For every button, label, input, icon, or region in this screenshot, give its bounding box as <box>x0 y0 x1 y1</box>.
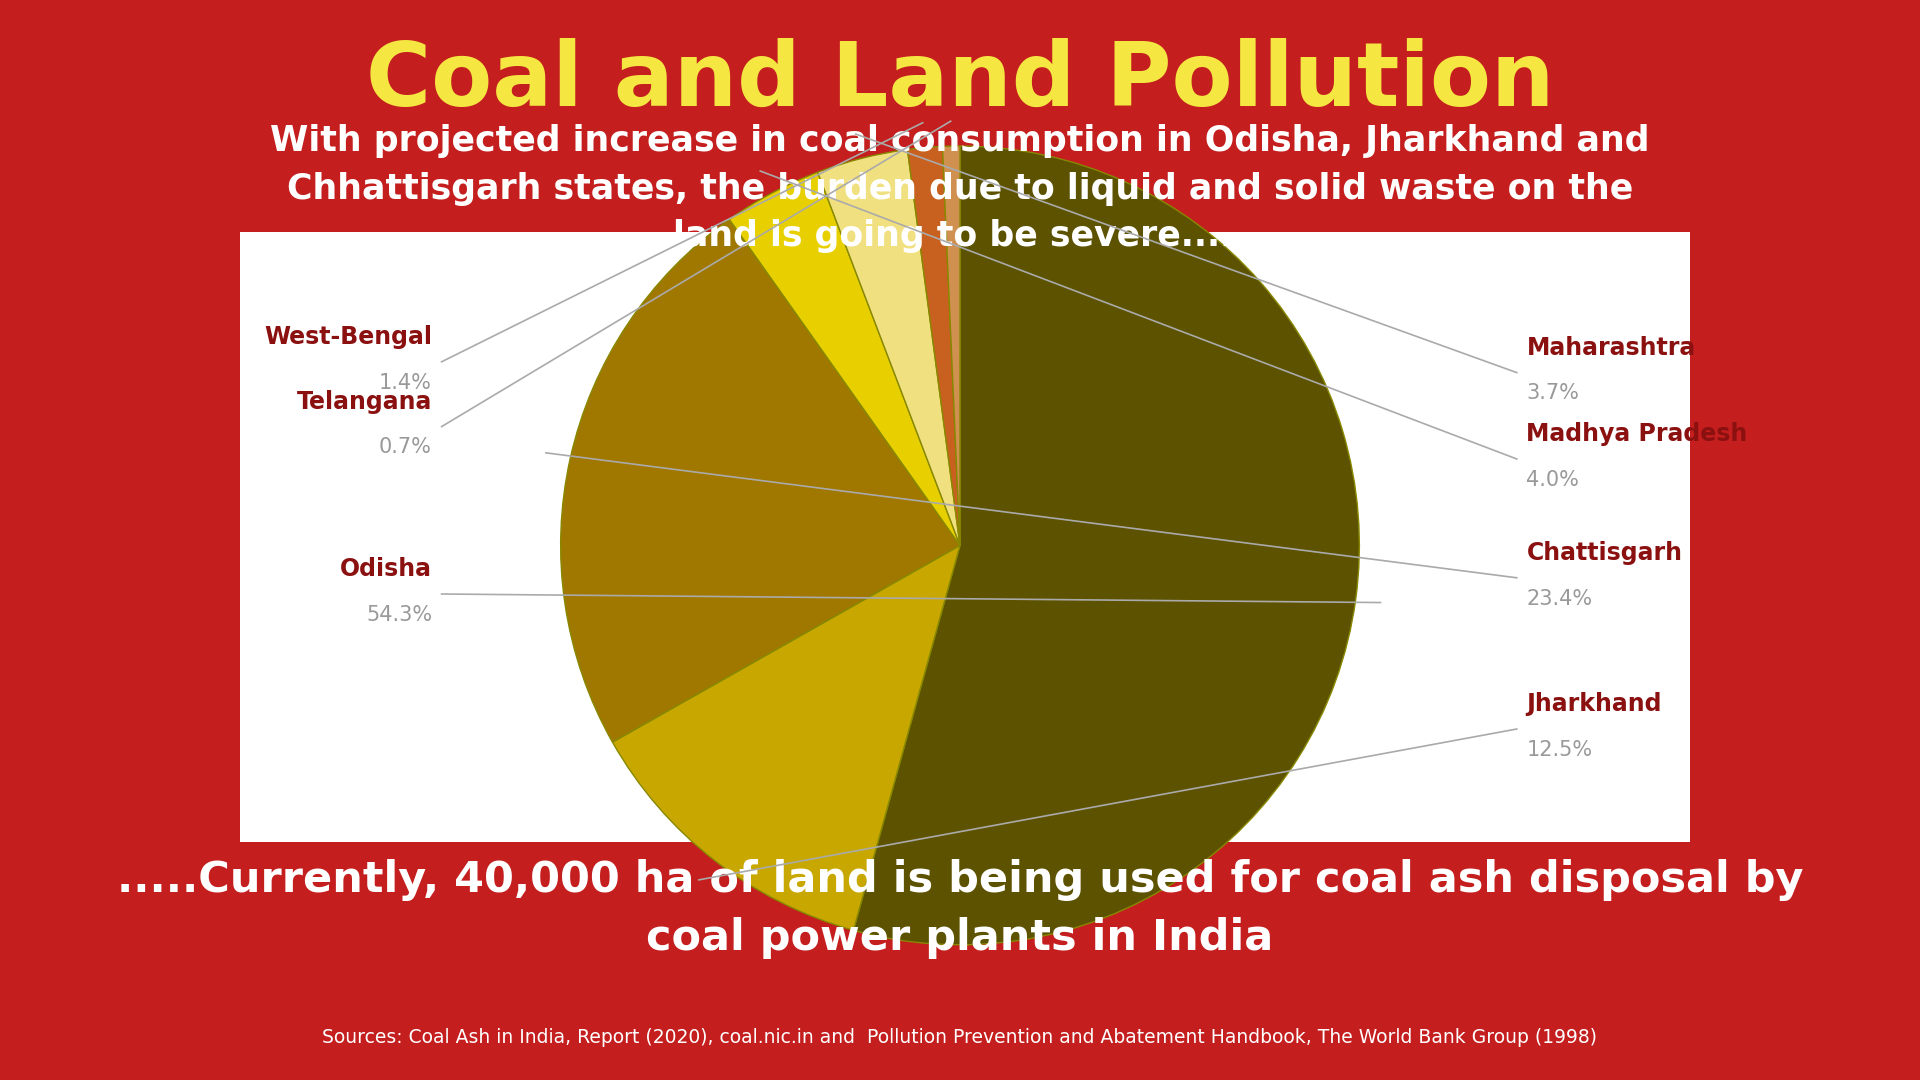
Text: Chattisgarh: Chattisgarh <box>1526 541 1682 565</box>
Text: With projected increase in coal consumption in Odisha, Jharkhand and
Chhattisgar: With projected increase in coal consumpt… <box>271 124 1649 253</box>
Text: 23.4%: 23.4% <box>1526 589 1592 609</box>
Wedge shape <box>852 146 1359 945</box>
Text: West-Bengal: West-Bengal <box>265 325 432 349</box>
Wedge shape <box>818 149 960 545</box>
Text: 4.0%: 4.0% <box>1526 470 1580 490</box>
Text: Sources: Coal Ash in India, Report (2020), coal.nic.in and  Pollution Prevention: Sources: Coal Ash in India, Report (2020… <box>323 1028 1597 1048</box>
Text: 54.3%: 54.3% <box>367 605 432 625</box>
Wedge shape <box>943 146 960 545</box>
Text: Odisha: Odisha <box>340 557 432 581</box>
Text: Coal and Land Pollution: Coal and Land Pollution <box>367 38 1553 125</box>
Wedge shape <box>730 173 960 545</box>
Text: .....Currently, 40,000 ha of land is being used for coal ash disposal by
coal po: .....Currently, 40,000 ha of land is bei… <box>117 859 1803 959</box>
Wedge shape <box>908 147 960 545</box>
Text: Maharashtra: Maharashtra <box>1526 336 1695 360</box>
Text: 3.7%: 3.7% <box>1526 383 1580 404</box>
Wedge shape <box>561 219 960 742</box>
Text: Telangana: Telangana <box>296 390 432 414</box>
Text: 0.7%: 0.7% <box>378 437 432 458</box>
Text: 12.5%: 12.5% <box>1526 740 1592 760</box>
Text: Jharkhand: Jharkhand <box>1526 692 1663 716</box>
Wedge shape <box>612 545 960 930</box>
Text: 1.4%: 1.4% <box>378 373 432 393</box>
Text: Madhya Pradesh: Madhya Pradesh <box>1526 422 1747 446</box>
